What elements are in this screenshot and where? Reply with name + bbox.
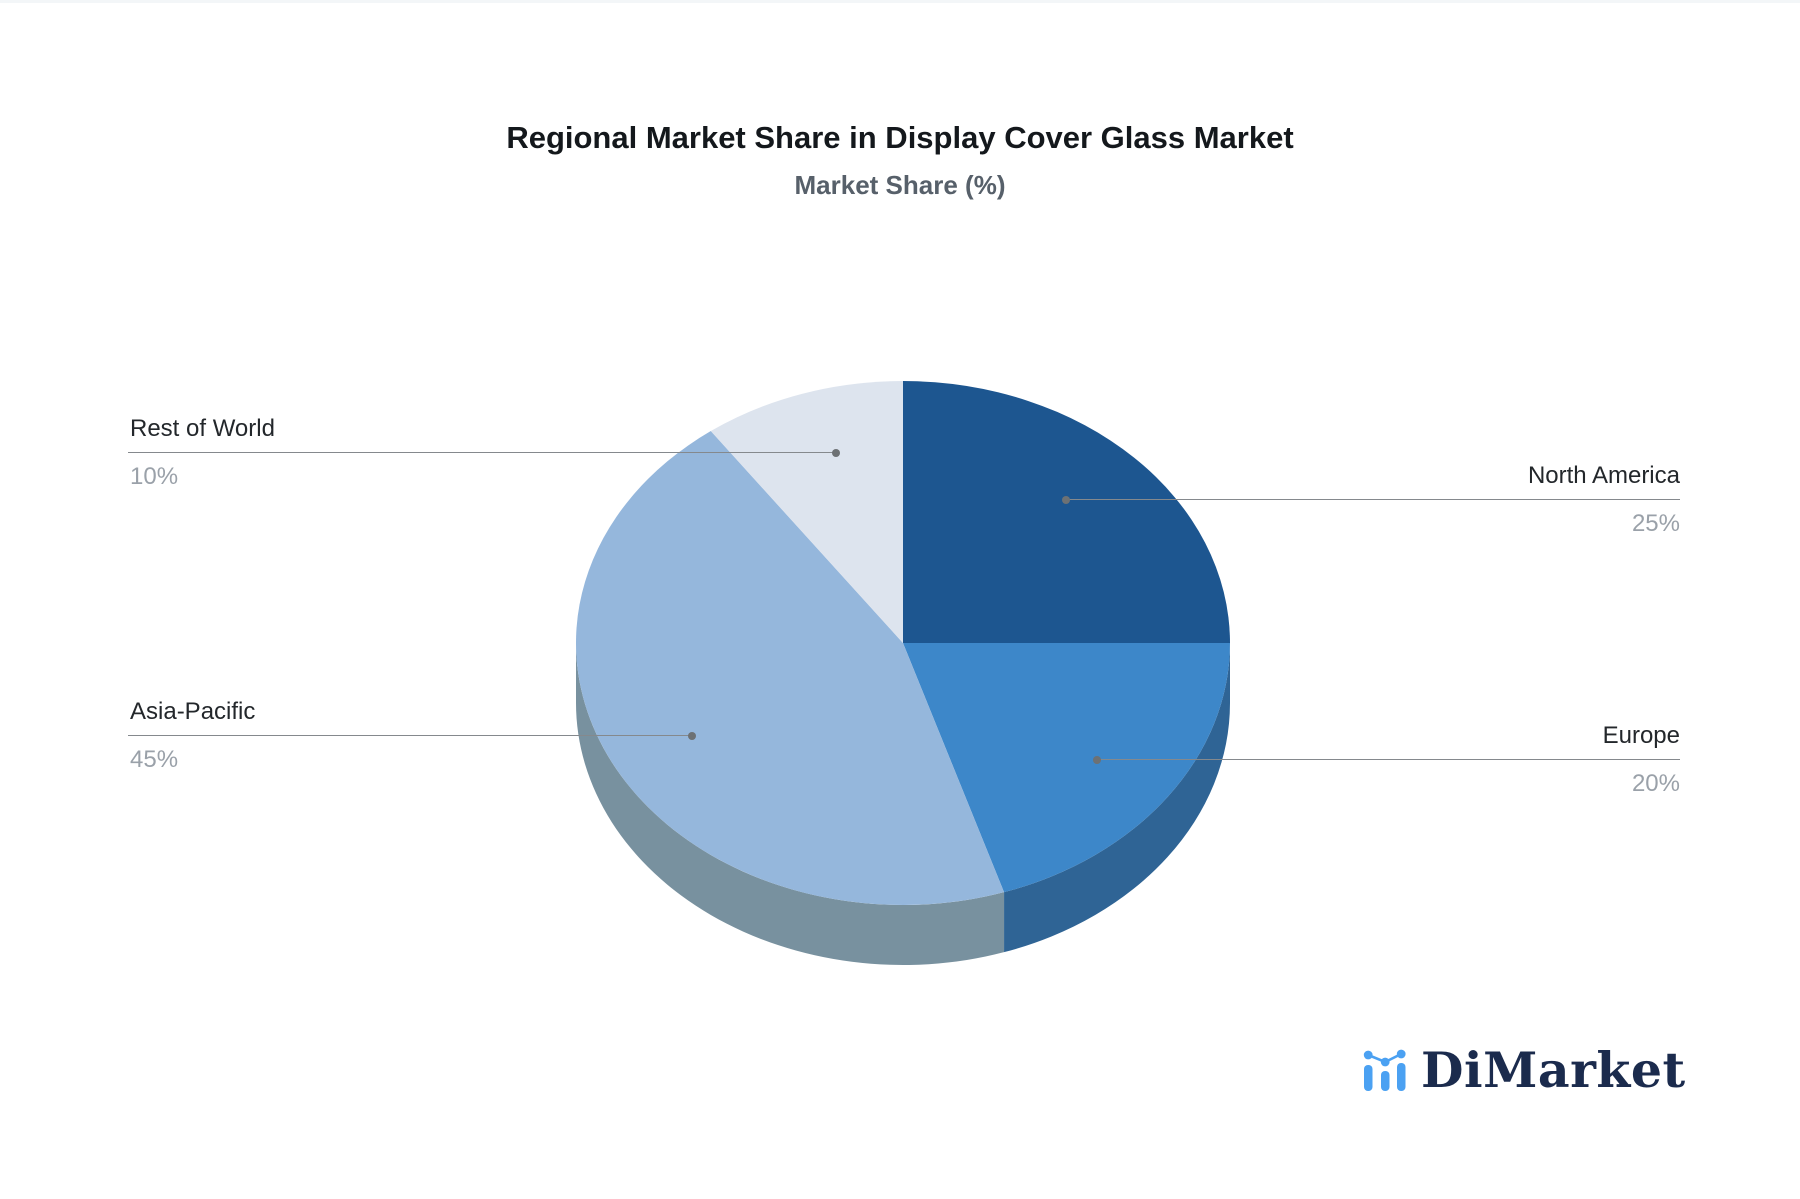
logo-text: DiMarket — [1421, 1041, 1686, 1099]
pie-slice-europe[interactable] — [903, 643, 1230, 893]
callout-value-north-america: 25% — [1632, 510, 1680, 538]
pie-slice-side-europe[interactable] — [1004, 643, 1230, 953]
brand-logo: DiMarket — [1363, 1041, 1686, 1099]
bar-line-chart-icon — [1363, 1049, 1406, 1091]
slice-value-europe: 20% — [1631, 770, 1680, 797]
leader-dot-icon — [688, 731, 696, 740]
slice-label-north-america: North America — [1527, 462, 1680, 489]
slice-value-north-america: 25% — [1631, 510, 1680, 537]
leader-line-north-america — [1062, 495, 1680, 504]
leader-dot-icon — [1062, 495, 1070, 504]
slice-value-rest-of-world: 10% — [130, 463, 179, 490]
pie-slice-side-asia-pacific[interactable] — [576, 643, 1005, 966]
leader-line-asia-pacific — [128, 731, 696, 740]
slice-label-europe: Europe — [1602, 722, 1680, 749]
callout-value-asia-pacific: 45% — [130, 746, 178, 774]
callout-europe: Europe — [1603, 722, 1680, 750]
pie-chart[interactable] — [0, 3, 1800, 1199]
slice-label-asia-pacific: Asia-Pacific — [130, 698, 256, 725]
callout-north-america: North America — [1528, 462, 1680, 490]
leader-line-rest-of-world — [128, 448, 840, 457]
leader-dot-icon — [1093, 755, 1101, 764]
slice-value-asia-pacific: 45% — [130, 746, 179, 773]
callout-value-rest-of-world: 10% — [130, 463, 178, 491]
pie-slice-asia-pacific[interactable] — [576, 431, 1005, 905]
leader-line-europe — [1093, 755, 1680, 764]
callout-rest-of-world: Rest of World — [130, 415, 275, 443]
callout-value-europe: 20% — [1632, 770, 1680, 798]
callout-asia-pacific: Asia-Pacific — [130, 698, 255, 726]
chart-title: Regional Market Share in Display Cover G… — [506, 120, 1294, 155]
chart-subtitle: Market Share (%) — [794, 170, 1006, 200]
slice-label-rest-of-world: Rest of World — [130, 415, 275, 442]
pie-slice-rest-of-world[interactable] — [710, 381, 903, 643]
pie-slice-north-america[interactable] — [903, 381, 1230, 643]
leader-dot-icon — [832, 448, 840, 457]
